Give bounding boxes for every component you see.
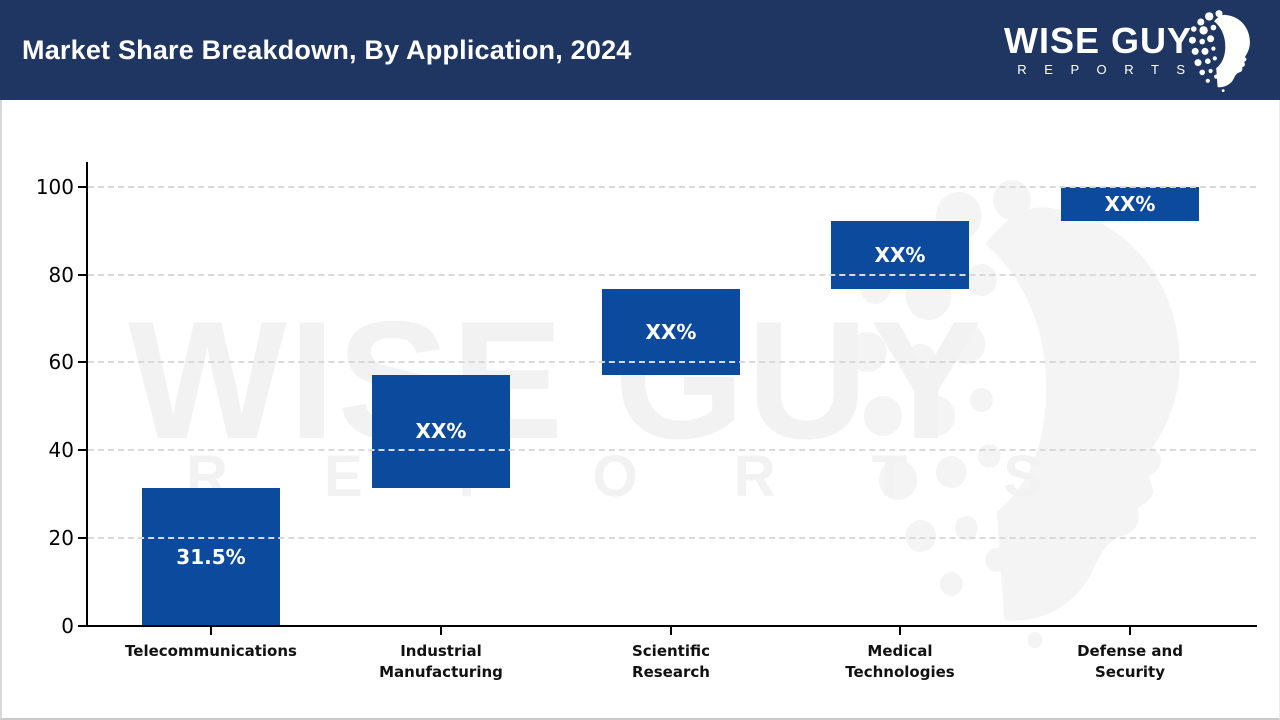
page-title: Market Share Breakdown, By Application, … — [22, 34, 632, 65]
x-category-label: Telecommunications — [125, 642, 297, 660]
y-tick-mark — [78, 537, 86, 540]
y-tick-mark — [78, 273, 86, 276]
gridline-40 — [88, 449, 1256, 452]
bar-value-label: XX% — [645, 319, 697, 344]
bar-value-label: XX% — [1104, 192, 1156, 217]
bar-industrial-manufacturing — [372, 374, 510, 488]
bar-scientific-research — [602, 289, 740, 375]
x-category-label: Industrial Manufacturing — [379, 642, 503, 681]
bar-value-label: 31.5% — [176, 544, 246, 569]
y-tick-mark — [78, 449, 86, 452]
wiseguy-logo: WISE GUY R E P O R T S — [1004, 8, 1258, 92]
x-category-label: Medical Technologies — [845, 642, 955, 681]
y-tick-mark — [78, 625, 86, 627]
header-bar: Market Share Breakdown, By Application, … — [0, 0, 1280, 100]
wiseguy-head-icon — [1188, 10, 1250, 92]
y-tick-label: 80 — [48, 262, 74, 287]
bar-value-label: XX% — [874, 242, 926, 267]
bar-value-label: XX% — [415, 419, 467, 444]
y-tick-mark — [78, 361, 86, 364]
x-tick-mark — [670, 627, 672, 635]
bar-defense-and-security — [1061, 187, 1199, 221]
logo-subtitle: R E P O R T S — [1017, 62, 1192, 77]
bar-telecommunications — [142, 487, 280, 626]
y-tick-label: 40 — [48, 438, 74, 463]
gridline-60 — [88, 361, 1256, 364]
y-axis-line — [86, 162, 88, 627]
x-axis-line — [86, 625, 1257, 627]
watermark-wordmark: WISE GUY — [128, 286, 985, 474]
y-tick-label: 0 — [61, 614, 74, 638]
x-tick-mark — [1129, 627, 1131, 635]
logo-wordmark: WISE GUY — [1003, 20, 1192, 61]
gridline-100 — [88, 185, 1256, 188]
x-tick-mark — [210, 627, 212, 635]
bar-medical-technologies — [831, 220, 969, 289]
watermark-subtitle: R E P O R T S — [186, 444, 1083, 509]
gridline-20 — [88, 537, 1256, 540]
y-tick-label: 100 — [35, 174, 74, 199]
gridline-80 — [88, 273, 1256, 276]
x-tick-mark — [440, 627, 442, 635]
x-tick-mark — [899, 627, 901, 635]
y-tick-label: 20 — [48, 526, 74, 551]
wiseguy-logo-text: WISE GUY R E P O R T S — [1003, 20, 1192, 78]
x-category-label: Defense and Security — [1077, 642, 1183, 681]
y-tick-mark — [78, 185, 86, 188]
y-tick-label: 60 — [48, 350, 74, 375]
x-category-label: Scientific Research — [631, 642, 710, 681]
